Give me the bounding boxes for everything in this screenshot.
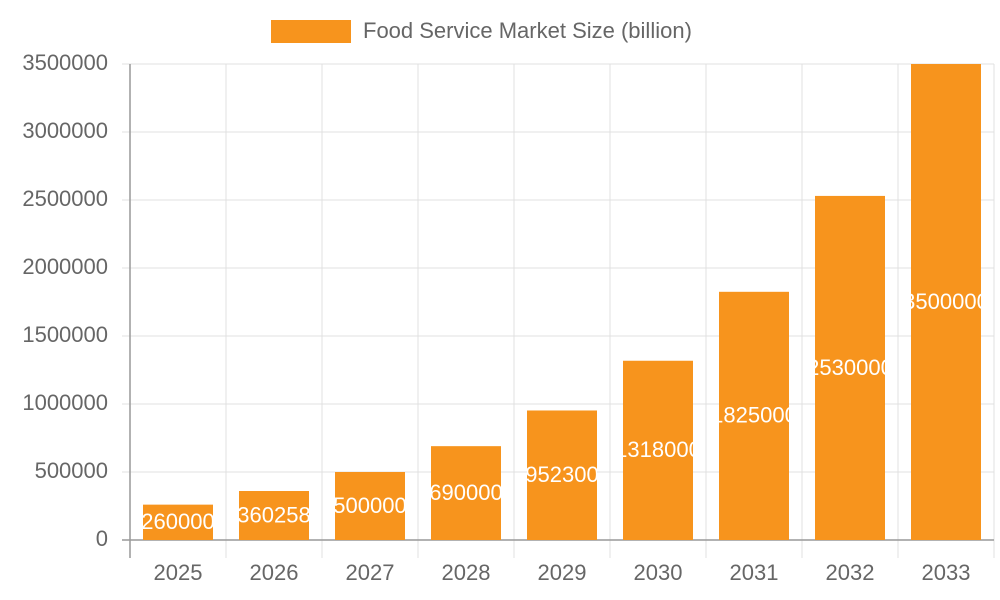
bar xyxy=(431,446,501,540)
data-label: 3500000 xyxy=(903,289,989,314)
x-tick-label: 2032 xyxy=(826,560,875,585)
x-tick-label: 2029 xyxy=(538,560,587,585)
x-tick-label: 2026 xyxy=(250,560,299,585)
y-tick-label: 3500000 xyxy=(22,50,108,75)
y-tick-label: 0 xyxy=(96,526,108,551)
bar xyxy=(815,195,885,541)
legend-label: Food Service Market Size (billion) xyxy=(363,18,692,43)
data-label: 2530000 xyxy=(807,355,893,380)
data-label: 1825000 xyxy=(711,403,797,428)
data-label: 260000 xyxy=(141,509,214,534)
bar xyxy=(911,64,981,540)
x-tick-label: 2028 xyxy=(442,560,491,585)
bar xyxy=(239,491,309,540)
x-tick-label: 2030 xyxy=(634,560,683,585)
x-tick-label: 2027 xyxy=(346,560,395,585)
bar xyxy=(527,410,597,540)
x-tick-label: 2025 xyxy=(154,560,203,585)
y-tick-label: 1000000 xyxy=(22,390,108,415)
data-label: 690000 xyxy=(429,480,502,505)
data-label: 360258 xyxy=(237,502,310,527)
data-label: 952300 xyxy=(525,462,598,487)
bar xyxy=(335,472,405,540)
x-tick-label: 2031 xyxy=(730,560,779,585)
data-label: 1318000 xyxy=(615,437,701,462)
y-tick-label: 1500000 xyxy=(22,322,108,347)
y-tick-label: 2000000 xyxy=(22,254,108,279)
bar xyxy=(623,360,693,540)
y-tick-label: 2500000 xyxy=(22,186,108,211)
x-tick-label: 2033 xyxy=(922,560,971,585)
y-tick-label: 500000 xyxy=(35,458,108,483)
legend-swatch xyxy=(271,20,351,43)
data-label: 500000 xyxy=(333,493,406,518)
y-tick-label: 3000000 xyxy=(22,118,108,143)
bar xyxy=(143,504,213,540)
bar xyxy=(719,291,789,540)
